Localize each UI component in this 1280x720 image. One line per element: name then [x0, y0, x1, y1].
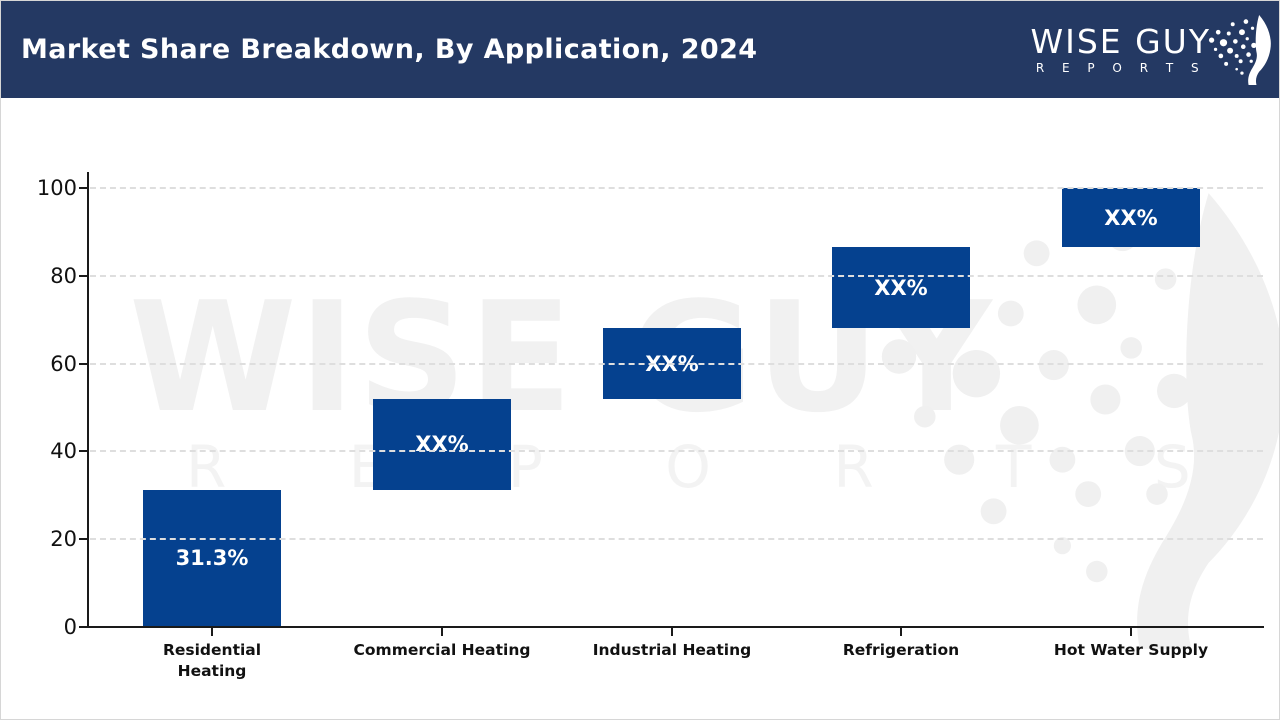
gridline-80 — [90, 274, 1263, 277]
bar-value-label: 31.3% — [175, 546, 249, 571]
watermark-face-icon — [881, 193, 1279, 649]
bar-refrigeration: XX% — [832, 247, 970, 329]
x-axis-line — [87, 626, 1264, 628]
header-bar: Market Share Breakdown, By Application, … — [1, 1, 1279, 98]
y-tick-label: 60 — [50, 351, 77, 376]
gridline-60 — [90, 362, 1263, 365]
watermark-subtitle: R E P O R T S — [186, 433, 1243, 501]
gridline-100 — [90, 187, 1263, 189]
y-tick-label: 20 — [50, 527, 77, 552]
x-tick-3 — [900, 628, 902, 636]
bar-commercial-heating: XX% — [373, 398, 511, 490]
y-tick-label: 0 — [63, 615, 77, 639]
wiseguy-logo-text: WISE GUY R E P O R T S — [1030, 25, 1211, 75]
category-label: Commercial Heating — [353, 641, 531, 659]
category-label: Hot Water Supply — [1053, 641, 1209, 659]
category-label: Refrigeration — [842, 641, 960, 659]
page-title: Market Share Breakdown, By Application, … — [21, 34, 758, 65]
y-tick-60 — [79, 362, 87, 365]
y-tick-40 — [79, 450, 87, 453]
bar-value-label: XX% — [1104, 205, 1158, 230]
x-tick-4 — [1130, 628, 1132, 636]
x-tick-0 — [211, 628, 213, 636]
wiseguy-logo: WISE GUY R E P O R T S — [1030, 10, 1279, 90]
bar-hot-water-supply: XX% — [1062, 188, 1200, 248]
bar-value-label: XX% — [415, 432, 469, 457]
y-tick-20 — [79, 538, 87, 541]
y-tick-label: 80 — [50, 263, 77, 288]
y-axis-line — [87, 172, 89, 628]
y-tick-0 — [79, 626, 87, 628]
gridline-40 — [90, 450, 1263, 453]
gridline-20 — [90, 538, 1263, 541]
y-tick-80 — [79, 274, 87, 277]
y-tick-100 — [79, 187, 87, 189]
logo-wordmark: WISE GUY — [1030, 21, 1211, 61]
bar-residential-heating: 31.3% — [143, 489, 281, 627]
bar-value-label: XX% — [874, 275, 928, 300]
logo-subtitle: R E P O R T S — [1035, 60, 1206, 75]
category-label: Industrial Heating — [592, 641, 752, 659]
category-label: Residential Heating — [162, 641, 262, 680]
wiseguy-face-icon — [1208, 14, 1271, 85]
y-tick-label: 100 — [36, 176, 77, 200]
x-tick-1 — [441, 628, 443, 636]
x-tick-2 — [671, 628, 673, 636]
y-tick-label: 40 — [50, 439, 77, 464]
